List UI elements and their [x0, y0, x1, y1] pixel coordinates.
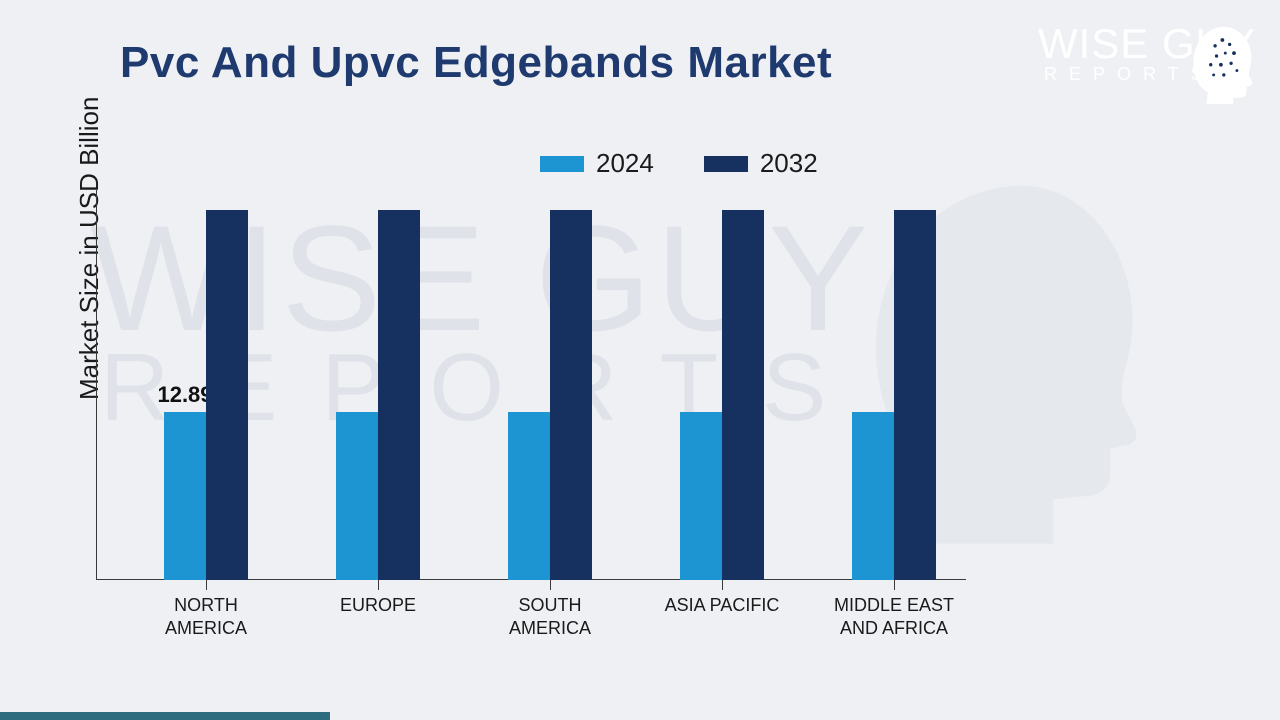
- stage: WISE GUY REPORTS Pvc And Upvc Edgebands …: [0, 0, 1280, 720]
- bar: [894, 210, 936, 581]
- legend-label-2032: 2032: [760, 148, 818, 179]
- bottom-accent-bar: [0, 712, 330, 720]
- legend-item-2024: 2024: [540, 148, 654, 179]
- category-label: ASIA PACIFIC: [652, 594, 792, 617]
- bar: [680, 412, 722, 580]
- bar: [164, 412, 206, 580]
- legend-label-2024: 2024: [596, 148, 654, 179]
- legend-swatch-2024: [540, 156, 584, 172]
- bar: [508, 412, 550, 580]
- bar: [550, 210, 592, 581]
- bar: [378, 210, 420, 581]
- bar: [722, 210, 764, 581]
- brand-logo: WISE GUY REPORTS: [1038, 20, 1256, 85]
- category-label: EUROPE: [308, 594, 448, 617]
- bar-value-label: 12.89: [157, 382, 212, 408]
- brand-head-icon: [1180, 24, 1256, 104]
- legend: 2024 2032: [540, 148, 818, 179]
- bar: [336, 412, 378, 580]
- plot-area: NORTH AMERICA12.89EUROPESOUTH AMERICAASI…: [96, 190, 966, 580]
- category-label: MIDDLE EAST AND AFRICA: [824, 594, 964, 639]
- category-label: NORTH AMERICA: [136, 594, 276, 639]
- y-axis-line: [96, 190, 97, 580]
- page-title: Pvc And Upvc Edgebands Market: [120, 38, 832, 88]
- legend-item-2032: 2032: [704, 148, 818, 179]
- legend-swatch-2032: [704, 156, 748, 172]
- bar: [852, 412, 894, 580]
- bar: [206, 210, 248, 581]
- category-label: SOUTH AMERICA: [480, 594, 620, 639]
